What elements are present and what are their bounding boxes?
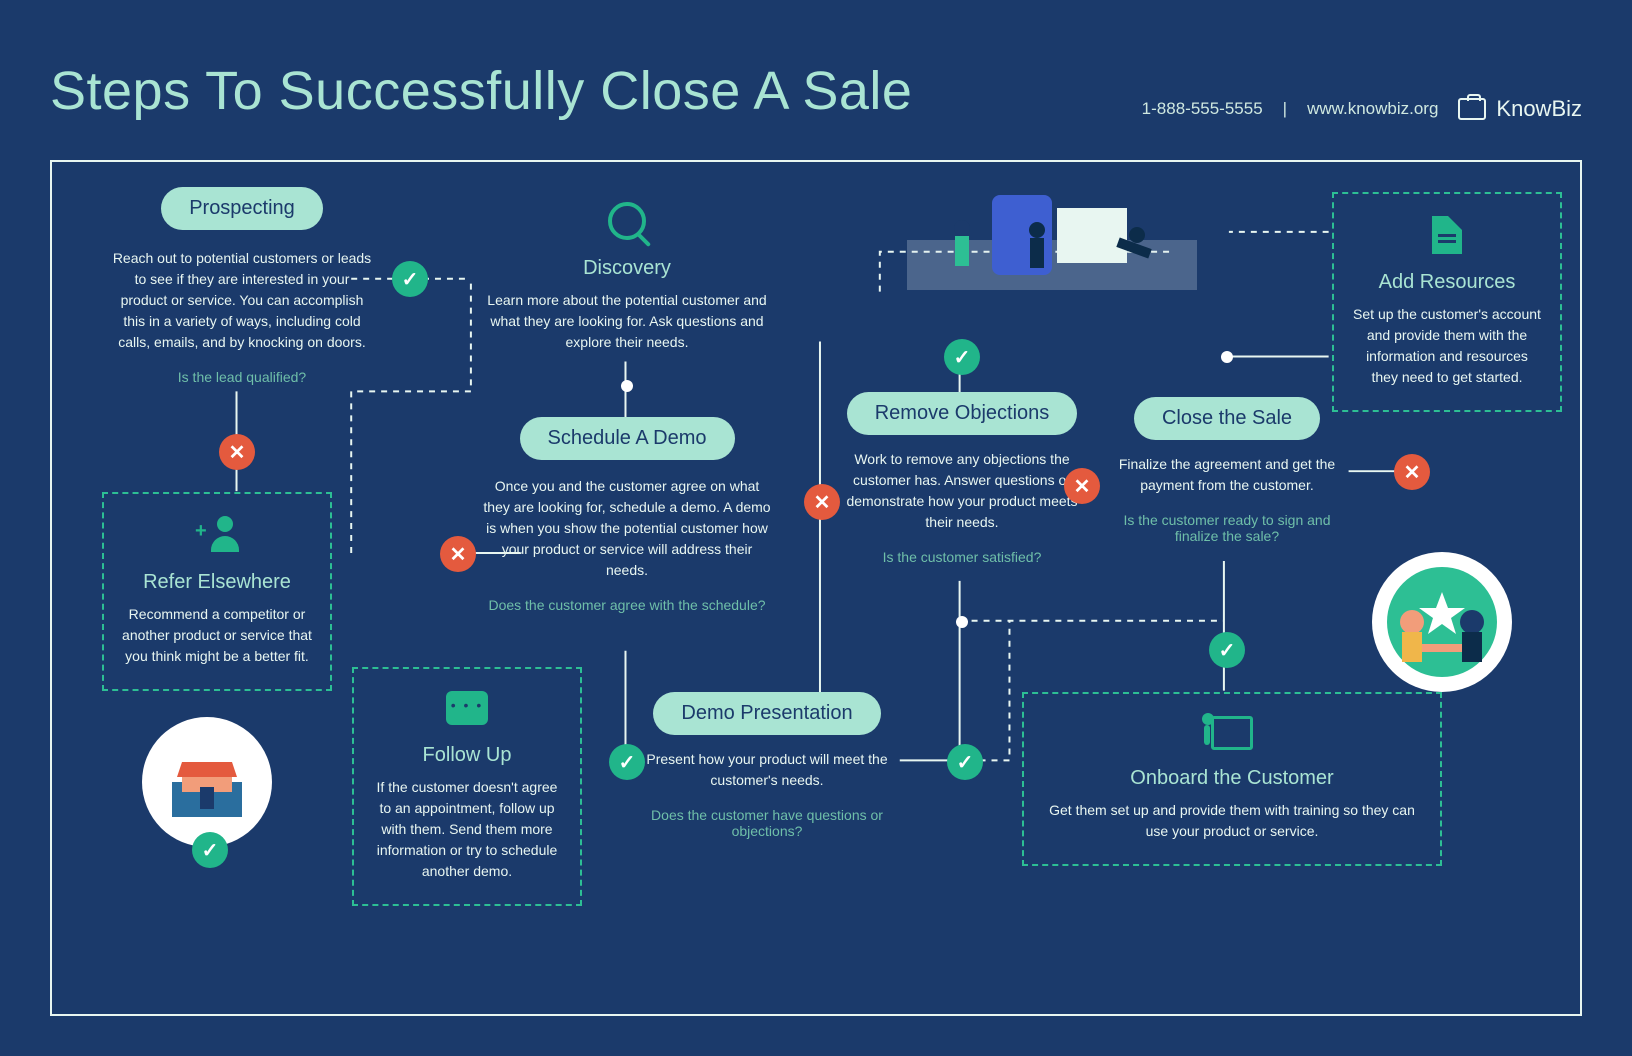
cross-icon: ✕	[219, 434, 255, 470]
close-pill: Close the Sale	[1134, 397, 1320, 440]
contact-block: 1-888-555-5555 | www.knowbiz.org KnowBiz	[1142, 96, 1582, 122]
discovery-body: Learn more about the potential customer …	[472, 290, 782, 353]
node-demo: Demo Presentation Present how your produ…	[632, 692, 902, 839]
node-objections: Remove Objections Work to remove any obj…	[832, 392, 1092, 565]
check-icon: ✓	[392, 261, 428, 297]
cross-icon: ✕	[1064, 468, 1100, 504]
check-icon: ✓	[1209, 632, 1245, 668]
demo-question: Does the customer have questions or obje…	[632, 807, 902, 839]
content-frame: Prospecting Reach out to potential custo…	[50, 160, 1582, 1016]
node-followup: Follow Up If the customer doesn't agree …	[352, 667, 582, 906]
prospecting-question: Is the lead qualified?	[112, 369, 372, 385]
onboard-title: Onboard the Customer	[1042, 767, 1422, 790]
connector-dot	[621, 380, 633, 392]
followup-title: Follow Up	[372, 744, 562, 767]
page-title: Steps To Successfully Close A Sale	[50, 60, 912, 122]
brand-label: KnowBiz	[1496, 96, 1582, 122]
resources-body: Set up the customer's account and provid…	[1352, 304, 1542, 388]
phone: 1-888-555-5555	[1142, 99, 1263, 119]
check-icon: ✓	[947, 744, 983, 780]
handshake-illustration	[1372, 552, 1512, 692]
storefront-illustration	[142, 717, 272, 847]
demo-pill: Demo Presentation	[653, 692, 880, 735]
document-icon	[1432, 216, 1462, 254]
separator: |	[1283, 99, 1287, 119]
discovery-title: Discovery	[472, 257, 782, 280]
prospecting-body: Reach out to potential customers or lead…	[112, 248, 372, 353]
schedule-body: Once you and the customer agree on what …	[482, 476, 772, 581]
schedule-pill: Schedule A Demo	[520, 417, 735, 460]
magnifier-icon	[608, 202, 646, 240]
node-close: Close the Sale Finalize the agreement an…	[1102, 397, 1352, 544]
objections-question: Is the customer satisfied?	[832, 549, 1092, 565]
check-icon: ✓	[192, 832, 228, 868]
node-schedule: Schedule A Demo Once you and the custome…	[482, 417, 772, 613]
url: www.knowbiz.org	[1307, 99, 1438, 119]
node-onboard: Onboard the Customer Get them set up and…	[1022, 692, 1442, 866]
briefcase-icon	[1458, 98, 1486, 120]
node-prospecting: Prospecting Reach out to potential custo…	[112, 187, 372, 385]
objections-pill: Remove Objections	[847, 392, 1078, 435]
cross-icon: ✕	[440, 536, 476, 572]
objections-body: Work to remove any objections the custom…	[832, 449, 1092, 533]
resources-title: Add Resources	[1352, 271, 1542, 294]
close-body: Finalize the agreement and get the payme…	[1102, 454, 1352, 496]
cross-icon: ✕	[1394, 454, 1430, 490]
node-resources: Add Resources Set up the customer's acco…	[1332, 192, 1562, 412]
presentation-icon	[1211, 716, 1253, 750]
close-question: Is the customer ready to sign and finali…	[1102, 512, 1352, 544]
chat-icon	[446, 691, 488, 725]
followup-body: If the customer doesn't agree to an appo…	[372, 777, 562, 882]
team-illustration	[907, 180, 1197, 290]
refer-title: Refer Elsewhere	[122, 571, 312, 594]
brand: KnowBiz	[1458, 96, 1582, 122]
prospecting-pill: Prospecting	[161, 187, 323, 230]
connector-dot	[956, 616, 968, 628]
schedule-question: Does the customer agree with the schedul…	[482, 597, 772, 613]
refer-body: Recommend a competitor or another produc…	[122, 604, 312, 667]
demo-body: Present how your product will meet the c…	[632, 749, 902, 791]
onboard-body: Get them set up and provide them with tr…	[1042, 800, 1422, 842]
node-refer: + Refer Elsewhere Recommend a competitor…	[102, 492, 332, 691]
person-plus-icon: +	[195, 516, 239, 552]
connector-dot	[1221, 351, 1233, 363]
node-discovery: Discovery Learn more about the potential…	[472, 202, 782, 353]
check-icon: ✓	[944, 339, 980, 375]
